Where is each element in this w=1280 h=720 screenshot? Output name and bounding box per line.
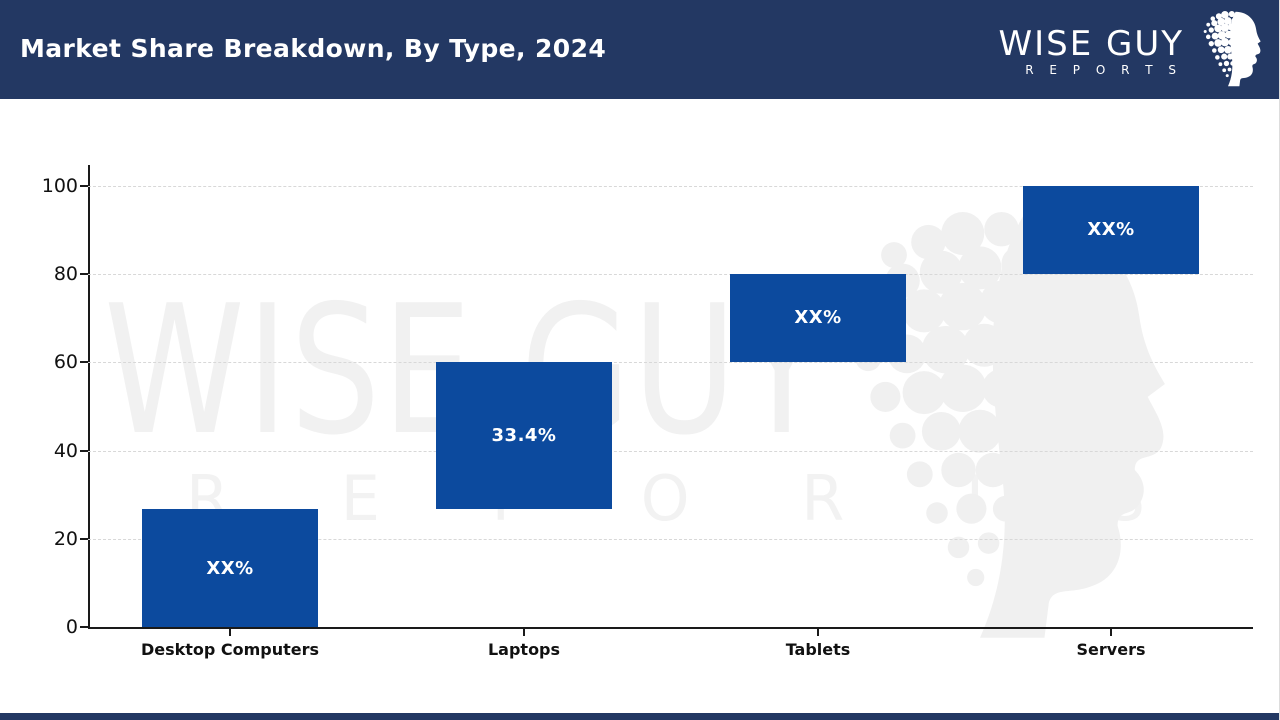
- y-tick-label-40: 40: [53, 439, 78, 462]
- gridline-40: [88, 450, 1253, 452]
- bar-value-label-tablets: XX%: [794, 307, 842, 329]
- x-tick-mark-desktop-computers: [229, 629, 231, 636]
- x-tick-mark-tablets: [817, 629, 819, 636]
- header-bar: Market Share Breakdown, By Type, 2024 WI…: [0, 0, 1279, 99]
- y-tick-label-80: 80: [53, 263, 78, 286]
- gridline-100: [88, 186, 1253, 187]
- gridline-20: [88, 538, 1253, 540]
- bar-value-label-laptops: 33.4%: [491, 425, 557, 447]
- y-tick-mark-20: [80, 537, 88, 540]
- bar-servers: XX%: [1023, 185, 1199, 274]
- wiseguy-logo: WISE GUY R E P O R T S: [998, 0, 1270, 99]
- x-tick-label-laptops: Laptops: [487, 640, 561, 659]
- y-tick-mark-0: [80, 626, 88, 628]
- gridline-80: [88, 274, 1253, 276]
- y-axis: [88, 165, 90, 629]
- x-tick-label-tablets: Tablets: [785, 640, 851, 659]
- page-title: Market Share Breakdown, By Type, 2024: [20, 34, 607, 63]
- logo-wordmark: WISE GUY: [998, 24, 1184, 64]
- y-tick-label-100: 100: [41, 175, 78, 197]
- y-tick-label-20: 20: [53, 527, 78, 550]
- bar-value-label-servers: XX%: [1087, 219, 1135, 241]
- bar-laptops: 33.4%: [436, 361, 612, 510]
- y-tick-label-0: 0: [65, 616, 78, 638]
- footer-bar: [0, 713, 1279, 720]
- x-tick-mark-servers: [1110, 629, 1112, 636]
- watermark-face-icon: [842, 212, 1165, 638]
- bar-value-label-desktop-computers: XX%: [206, 557, 254, 579]
- logo-subtitle: R E P O R T S: [1025, 63, 1182, 77]
- y-tick-label-60: 60: [53, 351, 78, 374]
- gridline-60: [88, 362, 1253, 364]
- x-tick-mark-laptops: [523, 629, 525, 636]
- y-tick-mark-40: [80, 449, 88, 452]
- x-tick-label-desktop-computers: Desktop Computers: [140, 640, 320, 659]
- bar-desktop-computers: XX%: [142, 509, 318, 627]
- wiseguy-face-icon: [1203, 11, 1261, 87]
- bar-tablets: XX%: [730, 273, 906, 362]
- x-tick-label-servers: Servers: [1076, 640, 1146, 659]
- y-tick-mark-80: [80, 273, 88, 276]
- y-tick-mark-100: [80, 185, 88, 187]
- x-axis: [88, 627, 1253, 629]
- y-tick-mark-60: [80, 361, 88, 364]
